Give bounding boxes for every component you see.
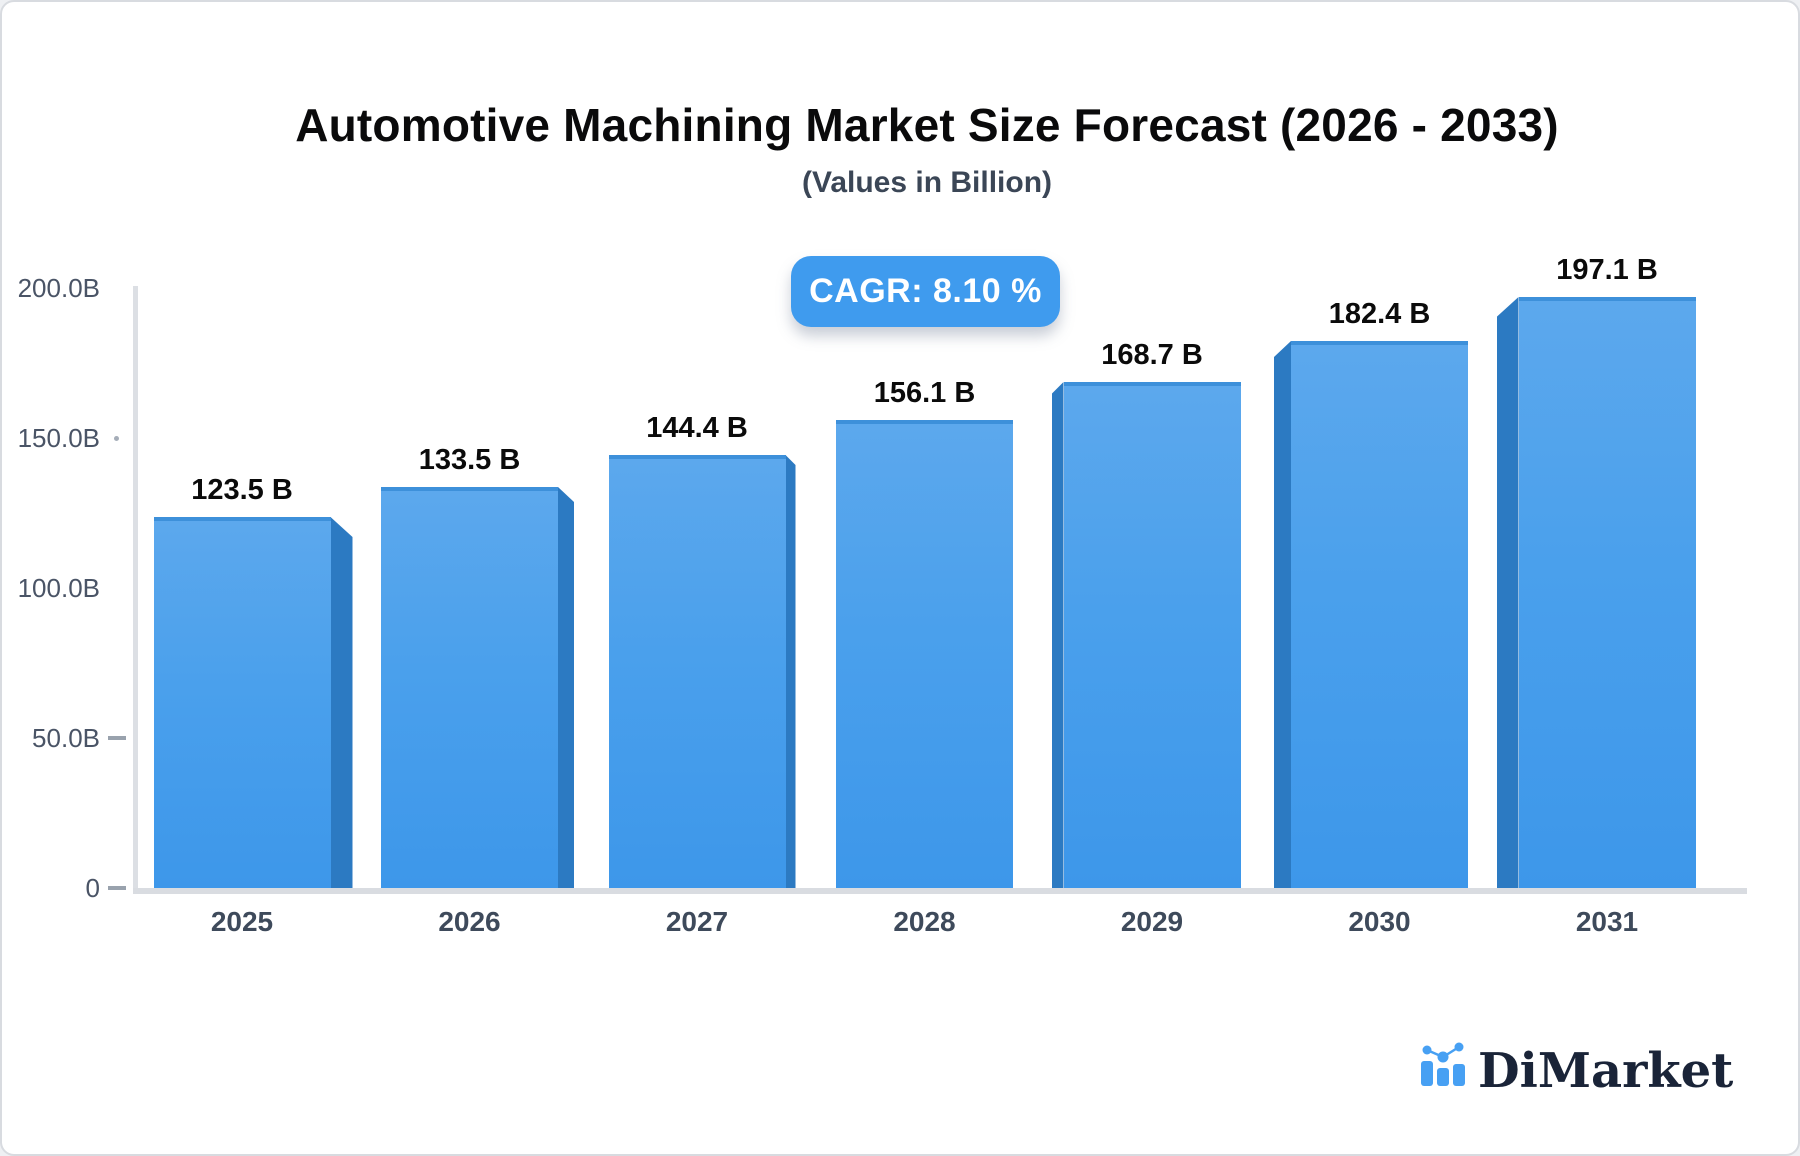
bar-value-label: 123.5 B [191, 474, 293, 506]
x-axis-label: 2030 [1348, 906, 1411, 937]
brand-name: DiMarket [1478, 1043, 1734, 1099]
y-axis-tick-label: 150.0B [17, 423, 100, 453]
bar [153, 517, 331, 888]
bar-value-label: 197.1 B [1556, 254, 1658, 286]
bar [608, 455, 786, 888]
bar-value-label: 168.7 B [1101, 339, 1203, 371]
y-axis-tick-label: 50.0B [32, 723, 100, 753]
x-axis-label: 2029 [1120, 906, 1184, 937]
bar-value-label: 144.4 B [646, 412, 748, 444]
x-axis-label: 2028 [893, 906, 956, 937]
y-axis-tick-label: 0 [85, 873, 100, 903]
bar-3d-side [330, 517, 353, 888]
bar [836, 420, 1013, 888]
bar [1518, 297, 1696, 888]
y-axis-tick-label: 100.0B [17, 573, 100, 603]
x-axis-line [133, 888, 1747, 894]
x-axis-label: 2027 [665, 906, 729, 937]
brand-logo: DiMarket [1420, 1040, 1733, 1099]
x-axis-label: 2031 [1575, 906, 1639, 937]
bar-3d-side [785, 455, 796, 888]
dimarket-logo-icon [1421, 1042, 1465, 1086]
bar-value-label: 156.1 B [873, 377, 976, 409]
y-axis-tick-label: 200.0B [17, 273, 100, 303]
cagr-badge: CAGR: 8.10 % [791, 256, 1060, 327]
x-axis-label: 2025 [210, 906, 274, 937]
y-axis-line [133, 286, 138, 894]
bar [1291, 341, 1468, 888]
bar-3d-side [558, 487, 574, 888]
x-axis-label: 2026 [438, 906, 501, 937]
bar [381, 487, 558, 888]
chart-title: Automotive Machining Market Size Forecas… [295, 99, 1559, 151]
bar-value-label: 133.5 B [418, 444, 521, 476]
bar-3d-side [1051, 382, 1064, 888]
bar-3d-side [1274, 341, 1291, 888]
y-axis-tick-mark [108, 886, 126, 890]
bar-3d-side [1496, 297, 1519, 888]
bar-value-label: 182.4 B [1328, 298, 1431, 330]
y-axis-tick-mark [114, 436, 119, 441]
y-axis-tick-mark [108, 736, 126, 740]
chart-subtitle: (Values in Billion) [801, 166, 1053, 199]
bar [1063, 382, 1241, 888]
